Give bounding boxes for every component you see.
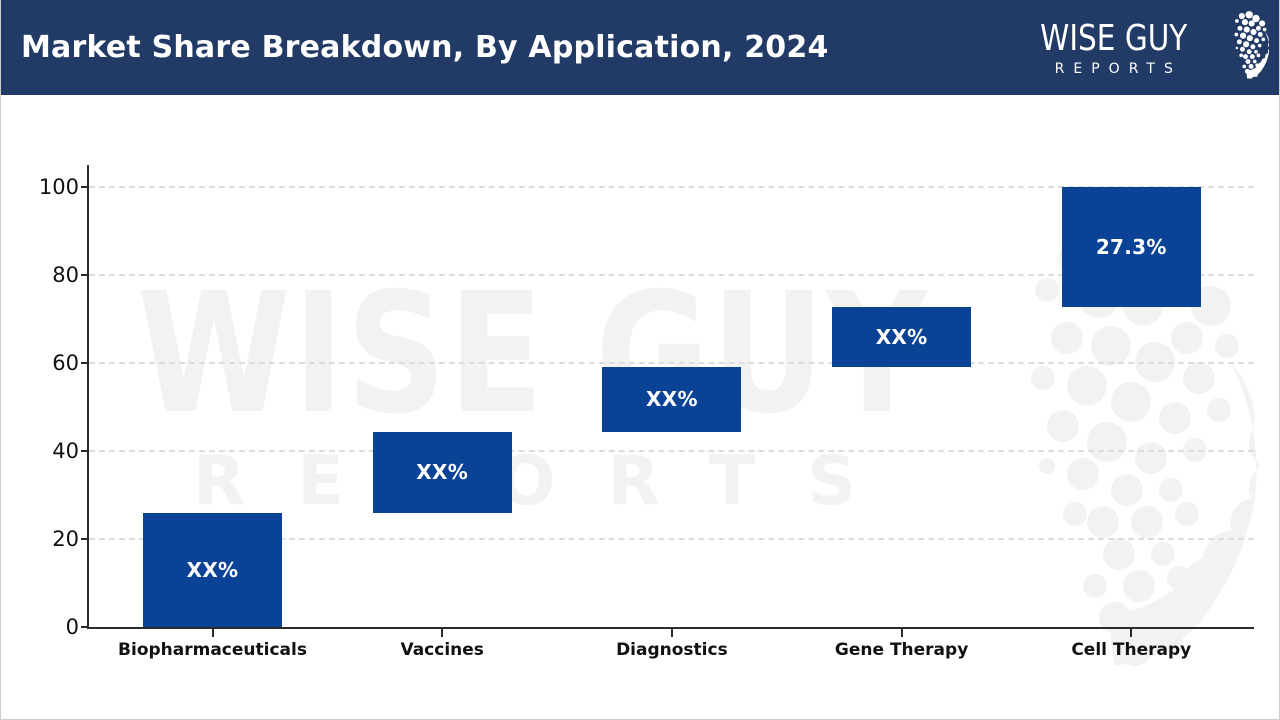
y-tick-40 xyxy=(81,450,89,452)
chart-title: Market Share Breakdown, By Application, … xyxy=(21,30,829,65)
y-tick-label-0: 0 xyxy=(65,615,79,639)
y-tick-label-60: 60 xyxy=(52,351,79,375)
bar-gene-therapy: XX% xyxy=(832,307,972,367)
watermark-wordmark: WISE GUY xyxy=(137,258,930,451)
y-tick-label-40: 40 xyxy=(52,439,79,463)
y-tick-100 xyxy=(81,186,89,188)
gridline-40 xyxy=(89,450,1254,452)
y-tick-80 xyxy=(81,274,89,276)
bar-biopharmaceuticals: XX% xyxy=(143,512,282,627)
x-tick-4 xyxy=(1130,629,1133,637)
x-tick-0 xyxy=(211,629,214,637)
logo-wordmark: WISE GUY xyxy=(1040,17,1188,59)
header-bar: Market Share Breakdown, By Application, … xyxy=(1,0,1279,95)
x-category-label: Gene Therapy xyxy=(834,640,969,660)
y-tick-label-100: 100 xyxy=(38,175,79,199)
x-category-label: Diagnostics xyxy=(616,640,728,660)
bar-cell-therapy: 27.3% xyxy=(1061,187,1201,308)
x-category-label: Biopharmaceuticals xyxy=(118,640,307,660)
logo-subtitle: REPORTS xyxy=(1054,60,1182,77)
wise-guy-reports-logo: WISE GUY REPORTS xyxy=(1024,2,1269,94)
y-axis-line xyxy=(87,165,89,629)
x-category-label: Cell Therapy xyxy=(1071,640,1192,660)
y-tick-20 xyxy=(81,538,89,540)
x-tick-1 xyxy=(441,629,444,637)
gridline-80 xyxy=(89,274,1254,276)
bar-value-label: 27.3% xyxy=(1095,235,1167,260)
gridline-100 xyxy=(89,186,1254,188)
bar-value-label: XX% xyxy=(186,557,239,582)
y-tick-60 xyxy=(81,362,89,364)
watermark-subtitle: REPORTS xyxy=(193,442,909,521)
bar-value-label: XX% xyxy=(875,324,928,349)
x-category-label: Vaccines xyxy=(400,640,484,660)
gridline-20 xyxy=(89,538,1254,540)
y-tick-label-80: 80 xyxy=(52,263,79,287)
bar-value-label: XX% xyxy=(416,460,469,485)
x-tick-2 xyxy=(670,629,673,637)
bar-diagnostics: XX% xyxy=(602,366,742,433)
logo-text: WISE GUY REPORTS xyxy=(1024,17,1204,77)
gridline-60 xyxy=(89,362,1254,364)
y-tick-0 xyxy=(81,626,89,628)
bar-vaccines: XX% xyxy=(372,432,512,513)
x-axis-line xyxy=(87,627,1254,629)
x-tick-3 xyxy=(900,629,903,637)
y-tick-label-20: 20 xyxy=(52,527,79,551)
bar-value-label: XX% xyxy=(646,387,698,412)
logo-face-icon xyxy=(1233,11,1269,79)
